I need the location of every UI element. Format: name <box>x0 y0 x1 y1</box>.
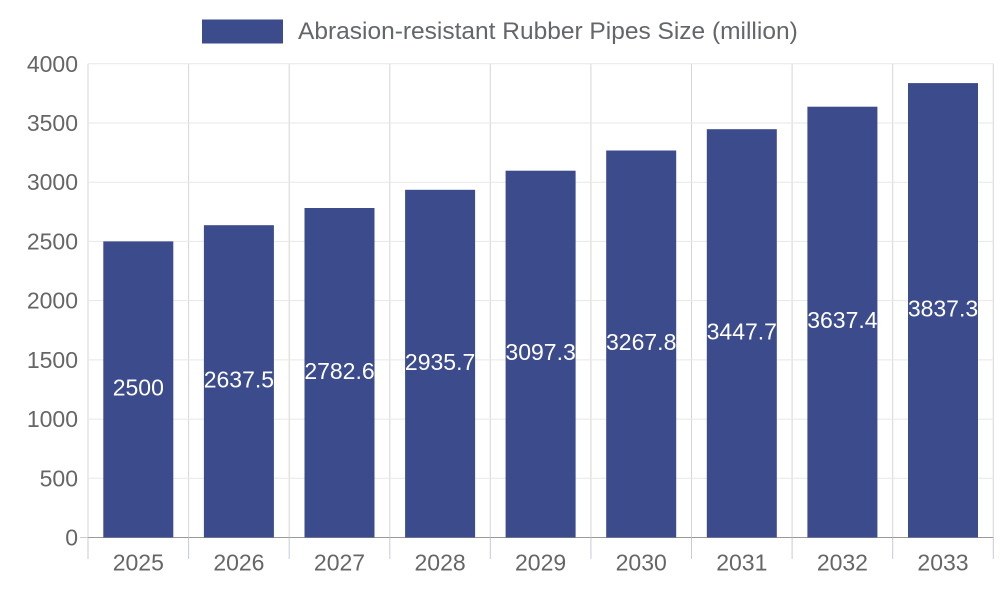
svg-text:1500: 1500 <box>27 347 78 373</box>
svg-text:2029: 2029 <box>515 550 566 576</box>
svg-text:2500: 2500 <box>113 375 164 401</box>
svg-text:3000: 3000 <box>27 169 78 195</box>
svg-text:3097.3: 3097.3 <box>505 339 575 365</box>
svg-text:500: 500 <box>40 465 78 491</box>
svg-text:2000: 2000 <box>27 288 78 314</box>
svg-text:3447.7: 3447.7 <box>707 318 777 344</box>
svg-text:2032: 2032 <box>817 550 868 576</box>
svg-text:Abrasion-resistant Rubber Pipe: Abrasion-resistant Rubber Pipes Size (mi… <box>298 18 798 45</box>
svg-text:2025: 2025 <box>113 550 164 576</box>
svg-text:2033: 2033 <box>917 550 968 576</box>
svg-text:2028: 2028 <box>415 550 466 576</box>
svg-text:2027: 2027 <box>314 550 365 576</box>
svg-text:1000: 1000 <box>27 406 78 432</box>
svg-text:2031: 2031 <box>716 550 767 576</box>
svg-text:2935.7: 2935.7 <box>405 349 475 375</box>
svg-text:2500: 2500 <box>27 228 78 254</box>
svg-text:0: 0 <box>65 525 78 551</box>
svg-text:3500: 3500 <box>27 110 78 136</box>
svg-text:4000: 4000 <box>27 51 78 77</box>
svg-text:3267.8: 3267.8 <box>606 329 676 355</box>
svg-text:2637.5: 2637.5 <box>204 366 274 392</box>
svg-text:3637.4: 3637.4 <box>807 307 878 333</box>
svg-text:2782.6: 2782.6 <box>304 358 374 384</box>
svg-text:3837.3: 3837.3 <box>908 295 978 321</box>
svg-text:2026: 2026 <box>213 550 264 576</box>
svg-text:2030: 2030 <box>616 550 667 576</box>
